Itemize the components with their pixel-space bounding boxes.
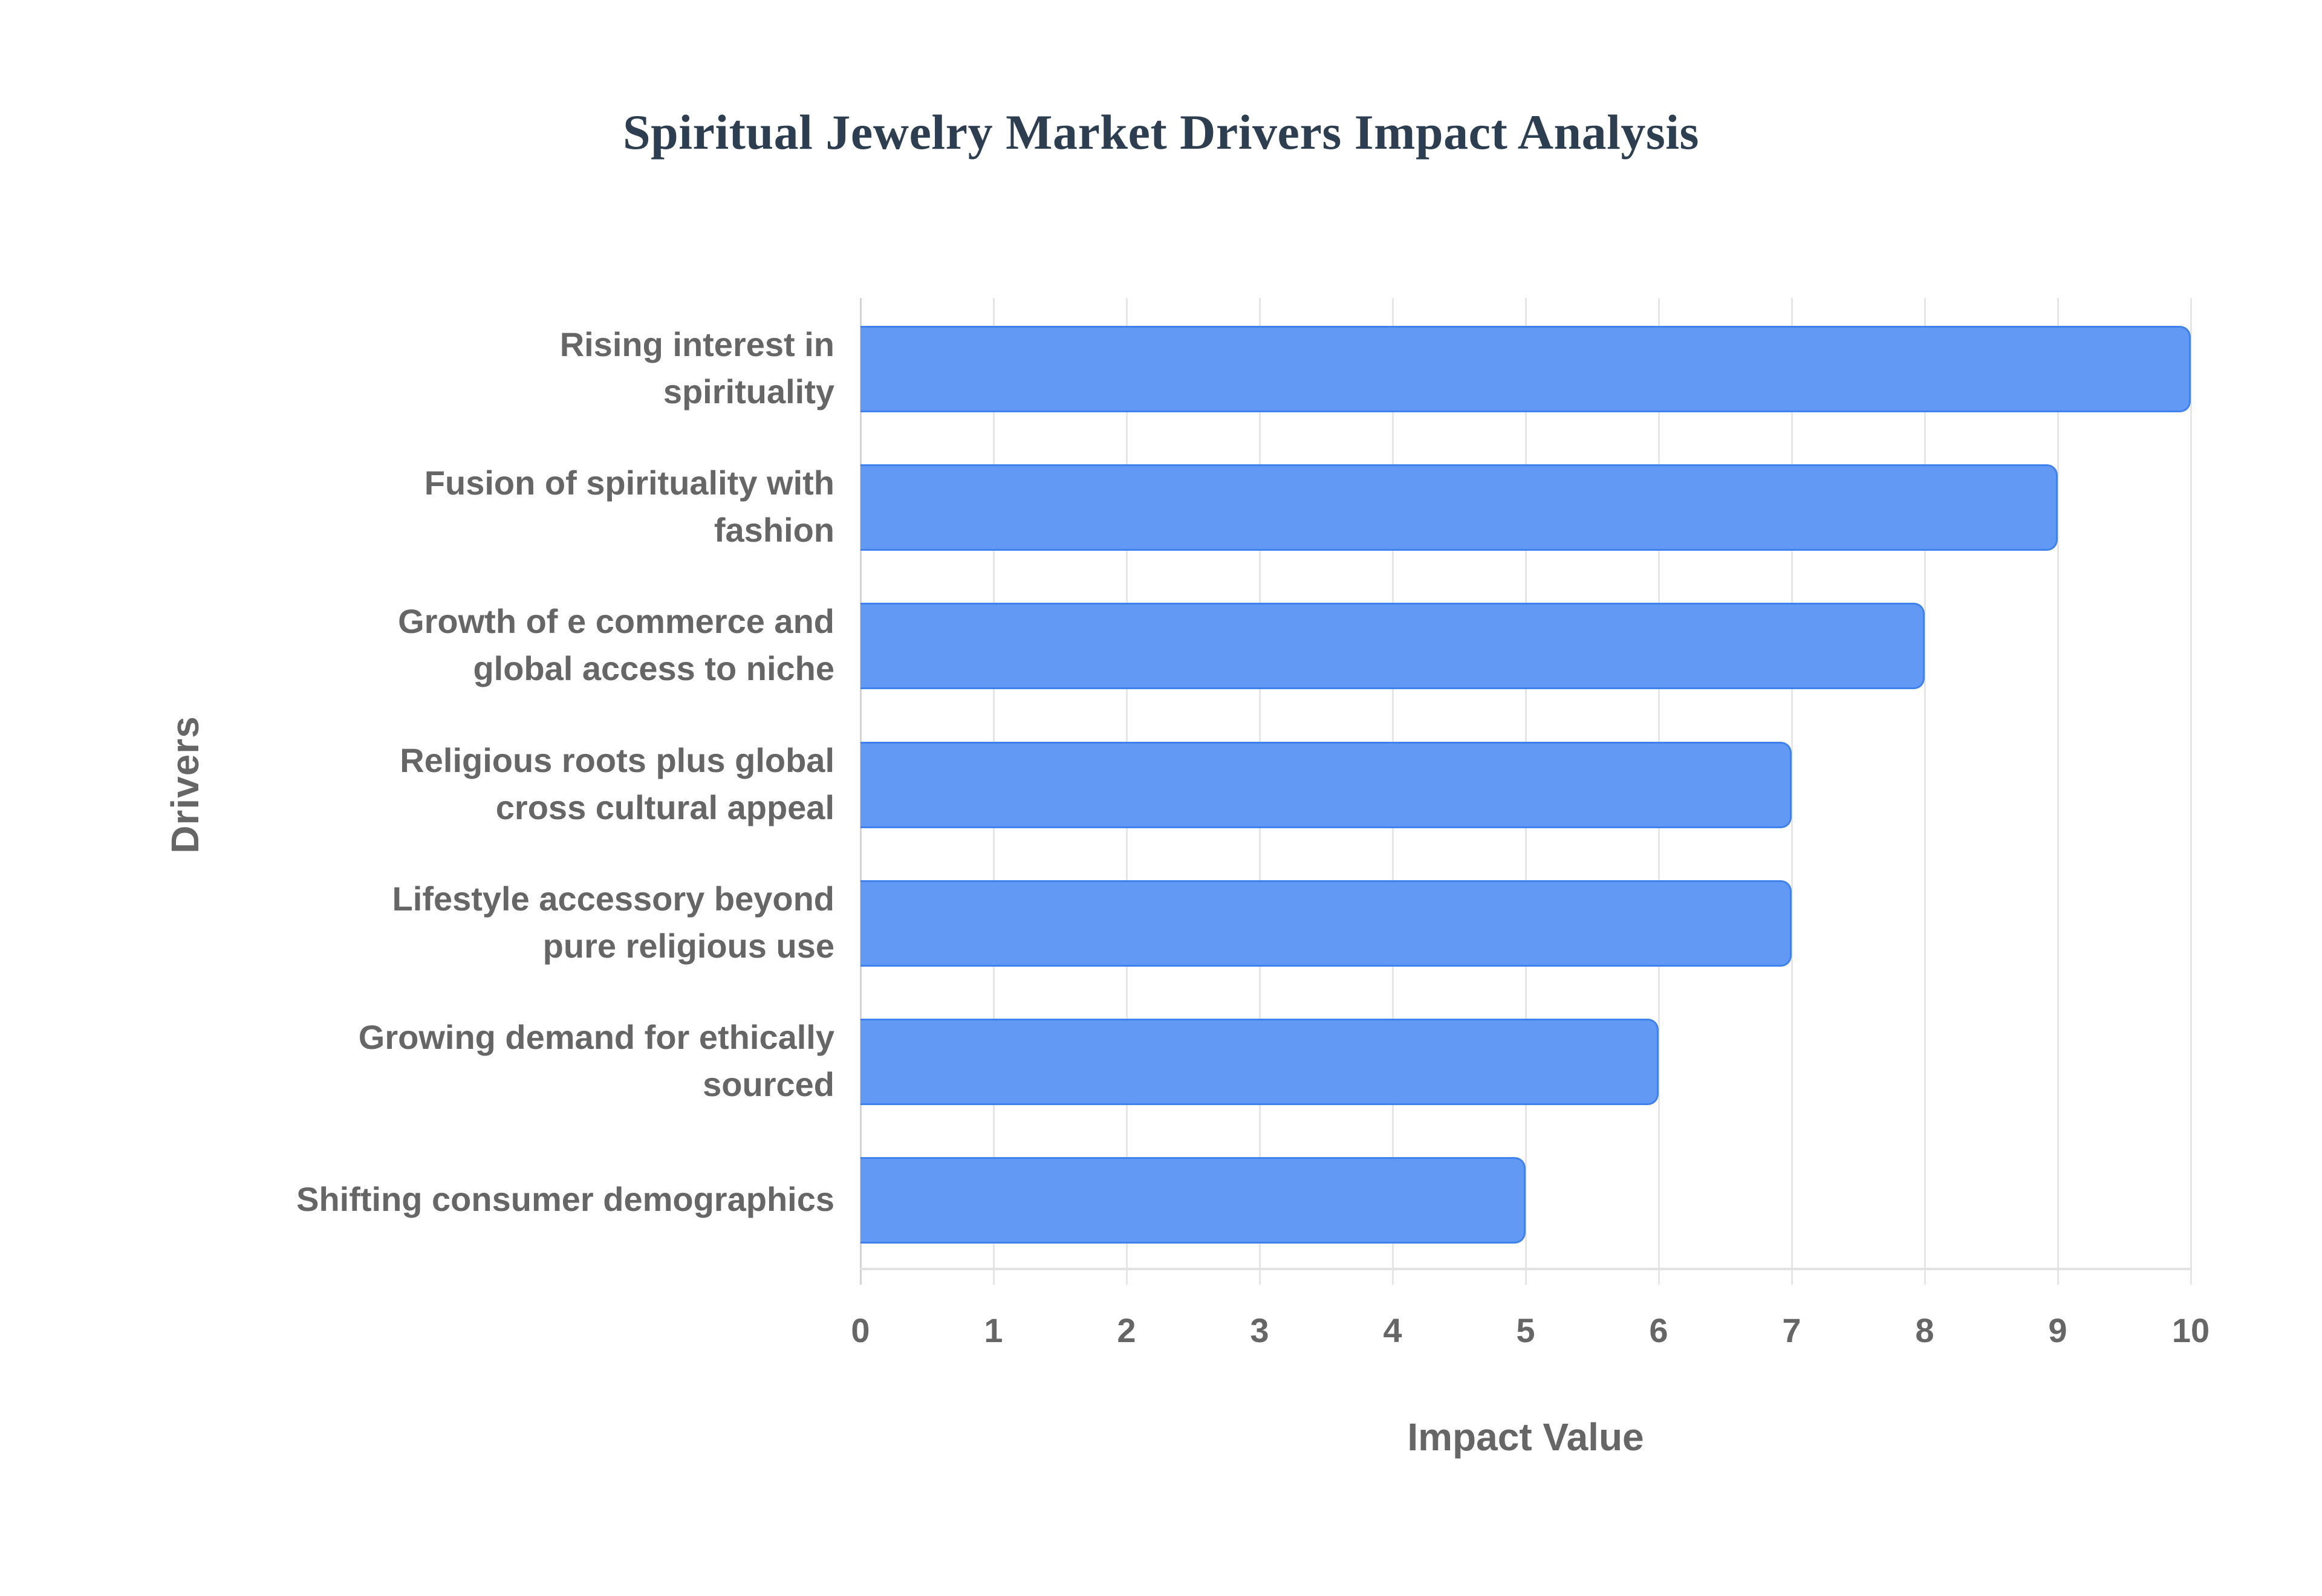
x-axis-title: Impact Value [1407,1415,1644,1459]
x-tick-label: 8 [1915,1311,1934,1349]
gridline [2190,298,2192,1285]
x-tick-label: 6 [1649,1311,1668,1349]
y-tick-label-line: pure religious use [542,926,834,965]
y-tick-label-line: global access to niche [473,649,834,688]
bar[interactable] [860,1157,1526,1244]
y-tick-label: Rising interest in spirituality [230,321,834,415]
x-tick-label: 0 [851,1311,870,1349]
y-tick-label-line: spirituality [663,372,834,410]
y-tick-label: Growing demand for ethically sourced [230,1014,834,1108]
x-tick-label: 2 [1117,1311,1136,1349]
gridline [2057,298,2059,1285]
y-tick-label: Religious roots plus global cross cultura… [230,737,834,831]
y-tick-label-line: cross cultural appeal [495,788,834,826]
gridline [1924,298,1926,1285]
y-tick-label-line: sourced [703,1065,834,1103]
y-tick-label: Lifestyle accessory beyond pure religious… [230,875,834,970]
x-tick-label: 4 [1383,1311,1402,1349]
x-tick-label: 5 [1516,1311,1535,1349]
chart-title: Spiritual Jewelry Market Drivers Impact … [623,105,1699,160]
y-tick-label: Shifting consumer demographics [230,1176,834,1223]
x-tick-label: 10 [2171,1311,2210,1349]
y-tick-label-line: Lifestyle accessory beyond [392,879,834,918]
y-tick-label-line: Growing demand for ethically [358,1018,834,1056]
x-tick-label: 1 [984,1311,1003,1349]
gridline [1791,298,1793,1285]
x-tick-label: 9 [2048,1311,2067,1349]
x-tick-label: 7 [1782,1311,1801,1349]
bar[interactable] [860,741,1792,828]
y-tick-label-line: Religious roots plus global [400,741,834,779]
x-tick-label: 3 [1250,1311,1269,1349]
x-axis-line [860,1268,2192,1270]
bar[interactable] [860,326,2191,412]
y-tick-label-line: Shifting consumer demographics [296,1180,834,1219]
y-tick-label: Growth of e commerce and global access to… [230,598,834,692]
bar[interactable] [860,1019,1659,1105]
y-tick-label-line: Rising interest in [559,325,834,363]
y-tick-label-line: fashion [714,511,834,550]
y-tick-label-line: Growth of e commerce and [398,602,834,641]
y-tick-label-line: Fusion of spirituality with [424,464,834,502]
plot-area [860,298,2192,1285]
y-tick-label: Fusion of spirituality with fashion [230,459,834,554]
bar[interactable] [860,880,1792,967]
bar[interactable] [860,603,1925,690]
bar[interactable] [860,464,2058,551]
y-axis-title: Drivers [163,716,207,854]
